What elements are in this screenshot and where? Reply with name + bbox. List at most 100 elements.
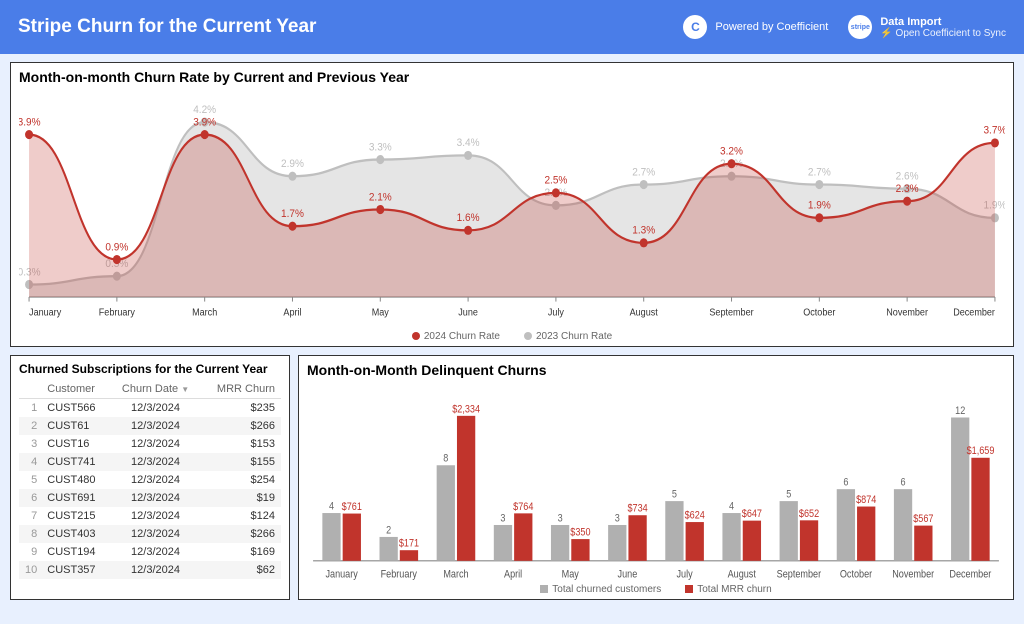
svg-text:April: April — [504, 569, 522, 581]
data-import-labels: Data Import ⚡ Open Coefficient to Sync — [880, 16, 1006, 39]
cell-mrr: $254 — [201, 471, 281, 489]
svg-text:September: September — [709, 307, 754, 319]
table-panel: Churned Subscriptions for the Current Ye… — [10, 355, 290, 600]
svg-text:2.3%: 2.3% — [896, 183, 919, 196]
col-churn-date[interactable]: Churn Date ▼ — [110, 380, 201, 399]
svg-text:2.1%: 2.1% — [369, 191, 392, 204]
svg-text:$647: $647 — [742, 509, 762, 521]
powered-by-label: Powered by Coefficient — [715, 21, 828, 33]
svg-text:3: 3 — [615, 513, 621, 525]
legend-2024: 2024 Churn Rate — [412, 331, 500, 342]
main-content: Month-on-month Churn Rate by Current and… — [0, 54, 1024, 600]
cell-date: 12/3/2024 — [110, 489, 201, 507]
svg-text:6: 6 — [901, 477, 907, 489]
table-row[interactable]: 1CUST56612/3/2024$235 — [19, 399, 281, 418]
cell-customer: CUST403 — [41, 525, 110, 543]
svg-text:4.2%: 4.2% — [193, 103, 216, 116]
row-index: 4 — [19, 453, 41, 471]
svg-text:$624: $624 — [685, 510, 706, 522]
cell-mrr: $266 — [201, 525, 281, 543]
svg-text:$171: $171 — [399, 538, 419, 550]
svg-text:$567: $567 — [913, 513, 933, 525]
cell-date: 12/3/2024 — [110, 525, 201, 543]
svg-text:3.9%: 3.9% — [193, 116, 216, 129]
churn-table: Customer Churn Date ▼ MRR Churn 1CUST566… — [19, 380, 281, 579]
col-customer[interactable]: Customer — [41, 380, 110, 399]
stripe-icon: stripe — [848, 15, 872, 39]
cell-mrr: $124 — [201, 507, 281, 525]
svg-text:January: January — [325, 569, 357, 581]
svg-text:1.3%: 1.3% — [632, 224, 655, 237]
svg-text:May: May — [372, 307, 389, 319]
cell-mrr: $266 — [201, 417, 281, 435]
table-row[interactable]: 10CUST35712/3/2024$62 — [19, 561, 281, 579]
line-chart-panel: Month-on-month Churn Rate by Current and… — [10, 62, 1014, 347]
bottom-row: Churned Subscriptions for the Current Ye… — [10, 355, 1014, 600]
table-title: Churned Subscriptions for the Current Ye… — [19, 362, 281, 376]
cell-date: 12/3/2024 — [110, 561, 201, 579]
bar-chart-legend: Total churned customers Total MRR churn — [307, 584, 1005, 595]
svg-text:May: May — [562, 569, 579, 581]
header-bar: Stripe Churn for the Current Year C Powe… — [0, 0, 1024, 54]
row-index: 5 — [19, 471, 41, 489]
cell-customer: CUST691 — [41, 489, 110, 507]
legend-mrr: Total MRR churn — [685, 584, 771, 595]
svg-text:January: January — [29, 307, 61, 319]
cell-mrr: $62 — [201, 561, 281, 579]
svg-text:4: 4 — [729, 501, 735, 513]
svg-text:4: 4 — [329, 501, 335, 513]
svg-text:5: 5 — [786, 489, 792, 501]
svg-text:December: December — [953, 307, 995, 319]
cell-date: 12/3/2024 — [110, 471, 201, 489]
cell-mrr: $155 — [201, 453, 281, 471]
bar-chart: JanuaryFebruaryMarchAprilMayJuneJulyAugu… — [307, 382, 1005, 582]
row-index: 9 — [19, 543, 41, 561]
svg-text:3.7%: 3.7% — [983, 124, 1005, 137]
table-row[interactable]: 9CUST19412/3/2024$169 — [19, 543, 281, 561]
table-row[interactable]: 8CUST40312/3/2024$266 — [19, 525, 281, 543]
svg-text:2: 2 — [386, 525, 391, 537]
svg-text:2.7%: 2.7% — [632, 166, 655, 179]
svg-text:December: December — [949, 569, 992, 581]
svg-text:October: October — [803, 307, 836, 319]
svg-text:$761: $761 — [342, 501, 362, 513]
svg-text:July: July — [676, 569, 692, 581]
svg-text:August: August — [728, 569, 757, 581]
svg-text:1.6%: 1.6% — [457, 212, 480, 225]
cell-date: 12/3/2024 — [110, 435, 201, 453]
cell-mrr: $153 — [201, 435, 281, 453]
svg-text:April: April — [283, 307, 301, 319]
svg-text:June: June — [458, 307, 478, 319]
table-row[interactable]: 7CUST21512/3/2024$124 — [19, 507, 281, 525]
svg-text:March: March — [192, 307, 217, 319]
sort-desc-icon: ▼ — [181, 385, 189, 394]
line-chart-title: Month-on-month Churn Rate by Current and… — [19, 69, 1005, 85]
cell-mrr: $169 — [201, 543, 281, 561]
cell-mrr: $19 — [201, 489, 281, 507]
row-index: 8 — [19, 525, 41, 543]
cell-customer: CUST357 — [41, 561, 110, 579]
svg-text:3.9%: 3.9% — [19, 116, 41, 129]
svg-text:3.3%: 3.3% — [369, 141, 392, 154]
table-row[interactable]: 2CUST6112/3/2024$266 — [19, 417, 281, 435]
legend-customers: Total churned customers — [540, 584, 661, 595]
table-row[interactable]: 4CUST74112/3/2024$155 — [19, 453, 281, 471]
cell-customer: CUST61 — [41, 417, 110, 435]
row-index: 3 — [19, 435, 41, 453]
svg-text:February: February — [99, 307, 135, 319]
cell-date: 12/3/2024 — [110, 399, 201, 418]
svg-text:2.6%: 2.6% — [896, 170, 919, 183]
svg-text:3.2%: 3.2% — [720, 145, 743, 158]
table-row[interactable]: 6CUST69112/3/2024$19 — [19, 489, 281, 507]
svg-text:$2,334: $2,334 — [452, 404, 480, 416]
powered-by-coefficient[interactable]: C Powered by Coefficient — [683, 15, 828, 39]
svg-text:3: 3 — [558, 513, 564, 525]
cell-customer: CUST480 — [41, 471, 110, 489]
svg-text:November: November — [886, 307, 928, 319]
page-title: Stripe Churn for the Current Year — [18, 16, 316, 38]
table-row[interactable]: 3CUST1612/3/2024$153 — [19, 435, 281, 453]
table-row[interactable]: 5CUST48012/3/2024$254 — [19, 471, 281, 489]
svg-text:June: June — [618, 569, 638, 581]
data-import-block[interactable]: stripe Data Import ⚡ Open Coefficient to… — [848, 15, 1006, 39]
col-mrr[interactable]: MRR Churn — [201, 380, 281, 399]
